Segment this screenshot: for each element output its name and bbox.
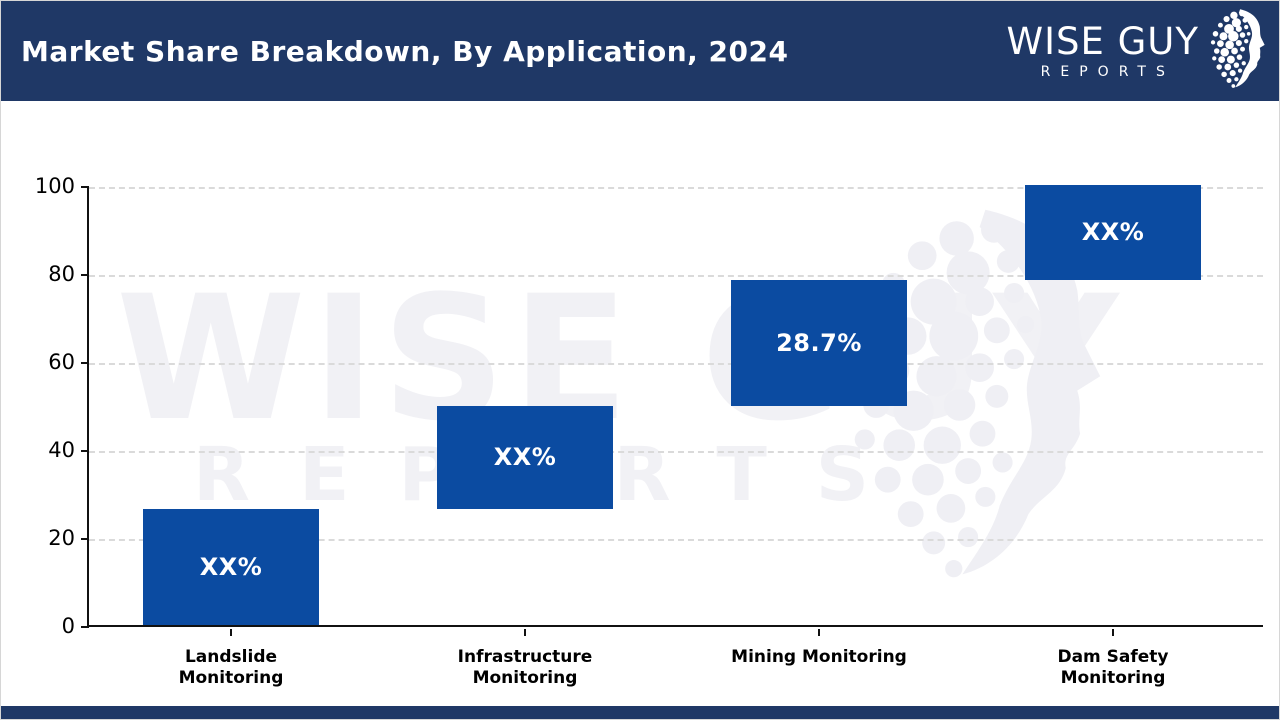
chart-title: Market Share Breakdown, By Application, … <box>21 34 789 68</box>
y-tick-label-0: 0 <box>61 614 75 638</box>
y-tick-label-100: 100 <box>34 174 75 198</box>
y-tick-label-80: 80 <box>48 262 75 286</box>
x-tick-mark-landslide-monitoring <box>230 629 232 636</box>
x-tick-mark-dam-safety-monitoring <box>1112 629 1114 636</box>
logo-text: WISE GUY REPORTS <box>1006 20 1199 79</box>
gridline-80 <box>89 275 1263 277</box>
y-tick-label-60: 60 <box>48 350 75 374</box>
logo-wordmark: WISE GUY <box>1006 20 1199 64</box>
y-tick-label-20: 20 <box>48 526 75 550</box>
bar-value-label: 28.7% <box>776 328 862 357</box>
gridline-60 <box>89 363 1263 365</box>
y-tick-mark-20 <box>81 538 89 540</box>
bar-landslide-monitoring: XX% <box>143 508 319 625</box>
bar-value-label: XX% <box>493 443 557 472</box>
header-banner: Market Share Breakdown, By Application, … <box>1 1 1279 101</box>
gridline-40 <box>89 451 1263 453</box>
bar-mining-monitoring: 28.7% <box>731 279 907 406</box>
x-axis-label-dam-safety-monitoring: Dam Safety Monitoring <box>1057 647 1169 689</box>
bar-value-label: XX% <box>199 552 263 581</box>
wiseguy-face-icon <box>1203 8 1271 94</box>
footer-bar <box>1 706 1279 719</box>
gridline-100 <box>89 187 1263 189</box>
y-tick-mark-40 <box>81 450 89 452</box>
x-axis-label-landslide-monitoring: Landslide Monitoring <box>178 647 284 689</box>
x-axis-label-mining-monitoring: Mining Monitoring <box>731 647 907 667</box>
x-tick-mark-infrastructure-monitoring <box>524 629 526 636</box>
y-tick-mark-0 <box>81 626 89 628</box>
x-axis-label-infrastructure-monitoring: Infrastructure Monitoring <box>457 647 593 689</box>
bar-dam-safety-monitoring: XX% <box>1025 185 1201 280</box>
gridline-20 <box>89 539 1263 541</box>
plot-area: XX% XX% 28.7% XX% <box>87 185 1263 627</box>
y-tick-label-40: 40 <box>48 438 75 462</box>
wiseguy-logo: WISE GUY REPORTS <box>1007 8 1271 94</box>
y-tick-mark-80 <box>81 274 89 276</box>
y-tick-mark-60 <box>81 362 89 364</box>
bar-infrastructure-monitoring: XX% <box>437 405 613 509</box>
x-tick-mark-mining-monitoring <box>818 629 820 636</box>
bar-value-label: XX% <box>1081 218 1145 247</box>
logo-subtext: REPORTS <box>1040 63 1175 80</box>
y-tick-mark-100 <box>81 186 89 188</box>
